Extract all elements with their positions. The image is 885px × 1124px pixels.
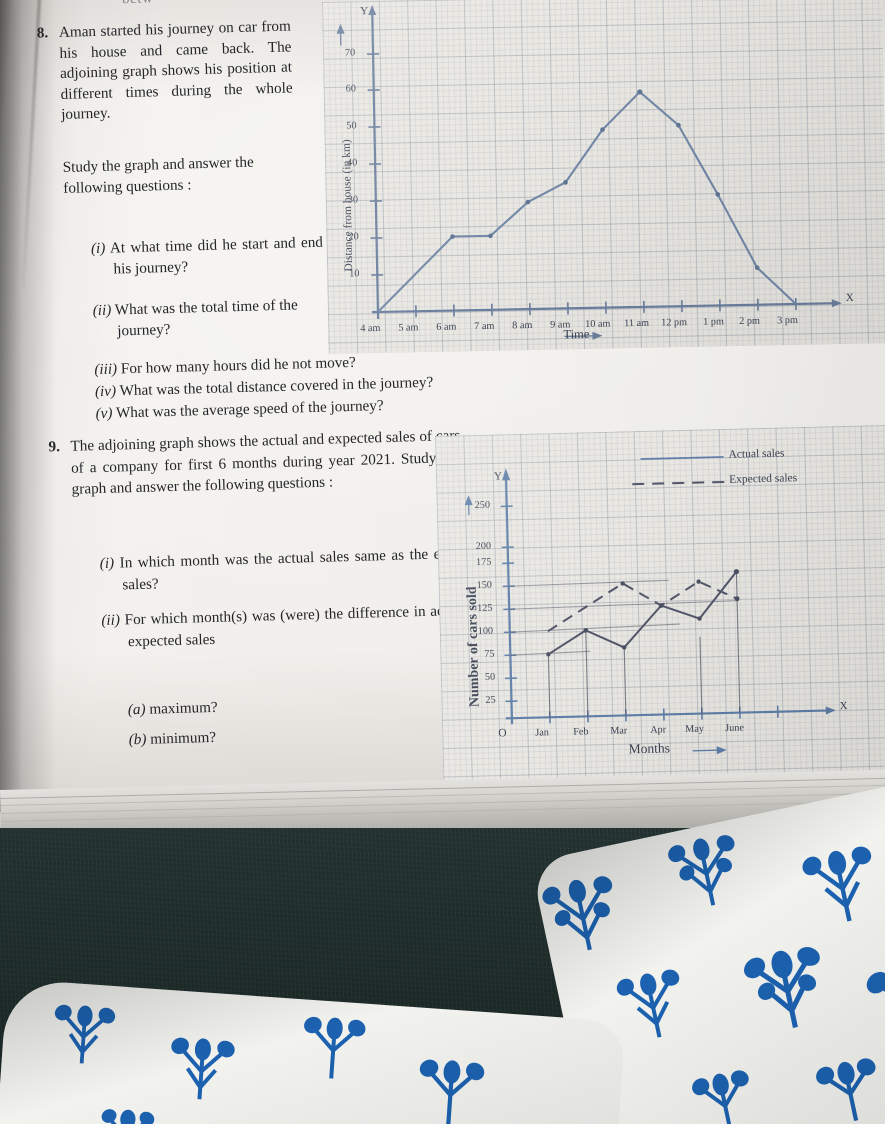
g1-xtick-6am: 6 am: [436, 321, 457, 333]
part-label-ii: (ii): [92, 301, 112, 320]
g2-ytick-175: 175: [475, 556, 492, 569]
cut-off-header-text: betw: [122, 0, 154, 8]
question-8-part-i: (i) At what time did he start and end hi…: [91, 233, 324, 280]
part-label-iv: (iv): [94, 382, 117, 401]
part-text-9a: maximum?: [149, 698, 218, 718]
part-text-ii: What was the total time of the journey?: [114, 296, 298, 339]
journey-distance-time-graph: 70 60 50 40 30 20 10 4 am 5 am 6 am 7 am…: [322, 0, 885, 354]
blue-floral-fabric-right: [530, 774, 885, 1124]
g1-xtick-3pm: 3 pm: [777, 314, 798, 327]
part-text-i: At what time did he start and end his jo…: [109, 233, 324, 278]
g2-x-axis-label: Months: [628, 740, 671, 757]
question-8-part-ii: (ii) What was the total time of the jour…: [92, 295, 327, 343]
question-8-stem: Aman started his journey on car from his…: [58, 17, 293, 123]
g2-y-axis-label: Number of cars sold: [464, 586, 483, 708]
question-9-part-i: (i) In which month was the actual sales …: [99, 542, 488, 596]
question-9-number: 9.: [48, 438, 61, 456]
g1-x-axis-label: Time: [563, 326, 590, 342]
g1-xtick-7am: 7 am: [474, 320, 495, 333]
part-label-9ii: (ii): [101, 611, 121, 630]
g2-xtick-apr: Apr: [650, 724, 667, 736]
part-label-9b: (b): [128, 730, 147, 749]
g2-legend-actual: Actual sales: [728, 447, 785, 461]
g1-xtick-1pm: 1 pm: [703, 316, 724, 328]
g2-xtick-jan: Jan: [535, 727, 550, 739]
question-9-stem: The adjoining graph shows the actual and…: [70, 426, 462, 498]
floral-pattern: [542, 835, 885, 1124]
g1-xtick-4am: 4 am: [360, 322, 381, 335]
part-text-9b: minimum?: [149, 728, 217, 748]
question-8-stem2: Study the graph and answer the following…: [62, 153, 254, 197]
g1-y-axis-letter: Y: [360, 5, 369, 18]
g2-ytick-250: 250: [474, 499, 491, 512]
part-label-v: (v): [95, 404, 113, 423]
g2-ytick-200: 200: [475, 540, 492, 553]
g2-xtick-may: May: [685, 723, 705, 735]
part-text-9i: In which month was the actual sales same…: [119, 544, 488, 593]
graph-1-plot: [336, 5, 842, 340]
g2-ytick-50: 50: [484, 671, 496, 683]
g1-xtick-11am: 11 am: [624, 317, 650, 330]
g1-ytick-60: 60: [345, 83, 356, 95]
question-9-part-a: (a) maximum?: [128, 699, 218, 720]
question-9-part-b: (b) minimum?: [128, 729, 216, 749]
page-spine-shadow: [0, 0, 56, 812]
g1-xtick-5am: 5 am: [398, 322, 419, 334]
g2-xtick-june: June: [725, 722, 745, 734]
g1-ytick-50: 50: [346, 120, 357, 132]
question-9-block: 9. The adjoining graph shows the actual …: [48, 425, 462, 500]
car-sales-graph-2021: Actual sales Expected sales 250 200 175 …: [435, 425, 885, 784]
question-8-block: 8. Aman started his journey on car from …: [37, 17, 294, 126]
g1-xtick-12pm: 12 pm: [661, 317, 688, 329]
g2-ytick-25: 25: [485, 694, 496, 706]
part-label-i: (i): [90, 239, 106, 258]
graph-2-plot: [464, 456, 836, 755]
g2-y-axis-letter: Y: [493, 470, 503, 483]
question-8-number: 8.: [36, 25, 49, 42]
g2-xtick-mar: Mar: [610, 725, 628, 737]
floral-pattern: [54, 1004, 485, 1124]
g1-xtick-8am: 8 am: [512, 320, 533, 332]
part-text-9ii: For which month(s) was (were) the differ…: [124, 601, 494, 650]
g1-x-axis-letter: X: [845, 291, 854, 304]
g2-x-axis-letter: X: [839, 699, 848, 713]
g1-ytick-70: 70: [344, 47, 356, 59]
part-text-iii: For how many hours did he not move?: [120, 353, 357, 378]
g1-xtick-2pm: 2 pm: [739, 315, 760, 328]
blue-floral-fabric-left: [0, 978, 626, 1124]
part-label-9i: (i): [99, 554, 115, 573]
g2-ytick-75: 75: [484, 648, 495, 660]
g2-xtick-feb: Feb: [573, 726, 589, 738]
part-label-iii: (iii): [94, 360, 118, 379]
question-9-part-ii: (ii) For which month(s) was (were) the d…: [101, 599, 494, 653]
g2-origin-label: O: [498, 727, 507, 740]
g1-y-axis-label: Distance from house (in km): [340, 139, 356, 272]
g2-legend-expected: Expected sales: [729, 472, 798, 486]
part-label-9a: (a): [127, 700, 146, 719]
